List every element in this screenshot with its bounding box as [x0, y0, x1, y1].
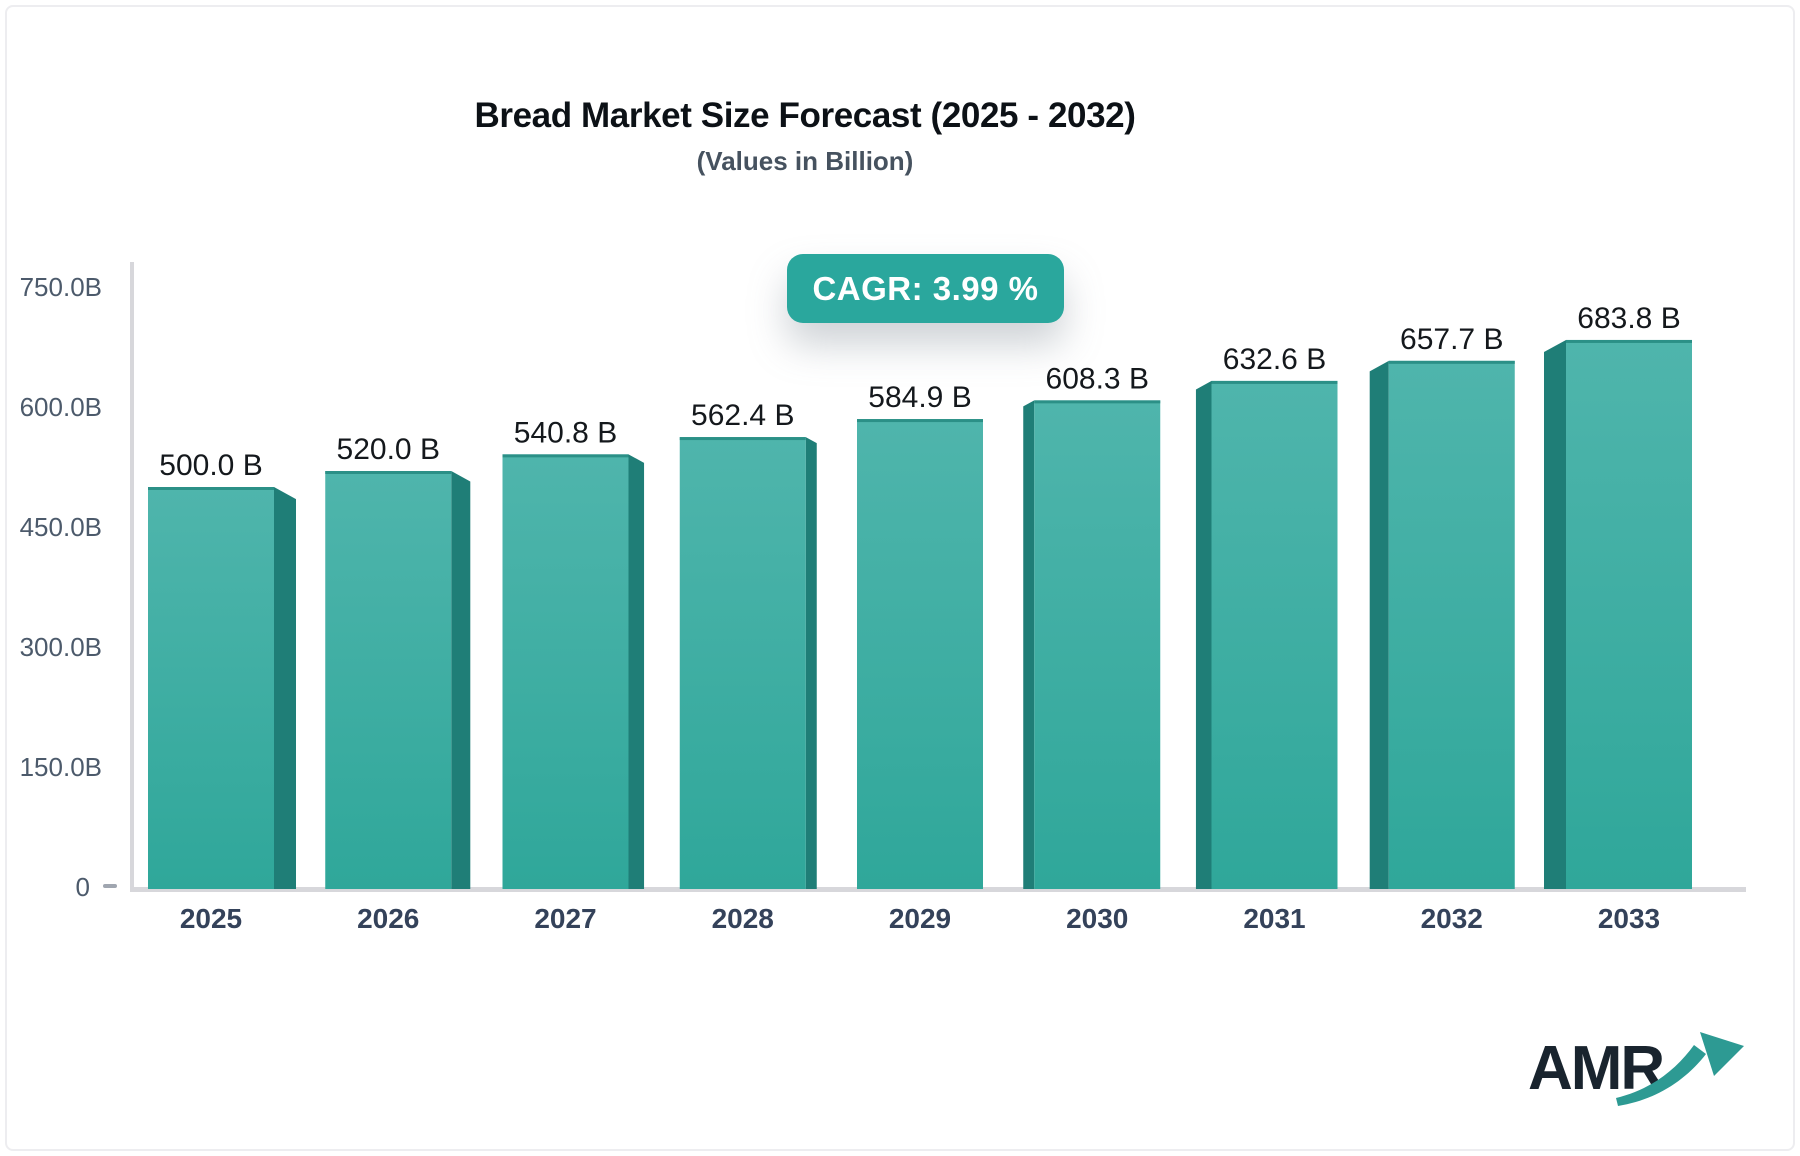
bar-side-face — [1544, 339, 1566, 890]
y-axis-tick-label: 0 — [76, 872, 90, 902]
y-axis-tick-label: 150.0B — [20, 752, 102, 782]
bar-value-label: 608.3 B — [1046, 362, 1149, 395]
y-axis-tick-label: 300.0B — [20, 632, 102, 662]
x-axis-label: 2026 — [357, 903, 419, 934]
x-axis-label: 2025 — [180, 903, 242, 934]
bar-top-edge — [857, 419, 983, 423]
bar — [679, 437, 806, 889]
bar — [1388, 360, 1515, 890]
bar — [148, 487, 274, 889]
x-axis-label: 2027 — [534, 903, 596, 934]
bar-side-face — [274, 487, 296, 889]
bar-side-face — [451, 471, 471, 889]
x-axis-label: 2032 — [1421, 903, 1483, 934]
y-axis-line — [130, 262, 134, 891]
bar — [325, 471, 452, 889]
growth-arrow-icon — [1616, 1032, 1744, 1106]
bar-top-edge — [1211, 380, 1338, 384]
bar — [1566, 339, 1692, 890]
bar-top-edge — [1566, 339, 1692, 343]
bar-value-label: 500.0 B — [159, 449, 262, 482]
x-axis-line — [130, 887, 1746, 892]
bar-side-face — [805, 437, 817, 889]
y-axis-tick-label: 750.0B — [20, 272, 102, 302]
x-axis-label: 2030 — [1066, 903, 1128, 934]
x-axis-label: 2028 — [712, 903, 774, 934]
bar-side-face — [1369, 360, 1389, 890]
bar-top-edge — [502, 454, 629, 458]
bar — [857, 419, 983, 889]
x-axis-label: 2029 — [889, 903, 951, 934]
y-axis-tick-label: 450.0B — [20, 512, 102, 542]
bar-value-label: 632.6 B — [1223, 343, 1326, 376]
cagr-badge: CAGR: 3.99 % — [787, 254, 1064, 323]
bar-value-label: 540.8 B — [514, 416, 617, 449]
chart-title: Bread Market Size Forecast (2025 - 2032) — [474, 96, 1136, 135]
x-axis-label: 2031 — [1243, 903, 1305, 934]
y-axis-tick-label: 600.0B — [20, 392, 102, 422]
bar-value-label: 657.7 B — [1400, 323, 1503, 356]
bar — [1211, 380, 1338, 889]
bar-value-label: 683.8 B — [1577, 302, 1680, 335]
bar — [1034, 400, 1161, 889]
bar-top-edge — [1034, 400, 1161, 404]
bar-top-edge — [1388, 360, 1515, 364]
zero-tick-dash — [103, 884, 117, 888]
bar-side-face — [1195, 380, 1212, 889]
bar-side-face — [628, 454, 645, 889]
bar-value-label: 584.9 B — [868, 381, 971, 414]
amr-logo: AMR — [1528, 1028, 1768, 1118]
bar-top-edge — [148, 487, 274, 490]
bar-side-face — [1023, 400, 1035, 889]
bar — [502, 454, 629, 889]
bar-top-edge — [679, 437, 806, 441]
chart-subtitle: (Values in Billion) — [696, 146, 914, 176]
x-axis-label: 2033 — [1598, 903, 1660, 934]
bar-value-label: 520.0 B — [337, 433, 440, 466]
bar-value-label: 562.4 B — [691, 399, 794, 432]
bar-top-edge — [325, 471, 452, 474]
